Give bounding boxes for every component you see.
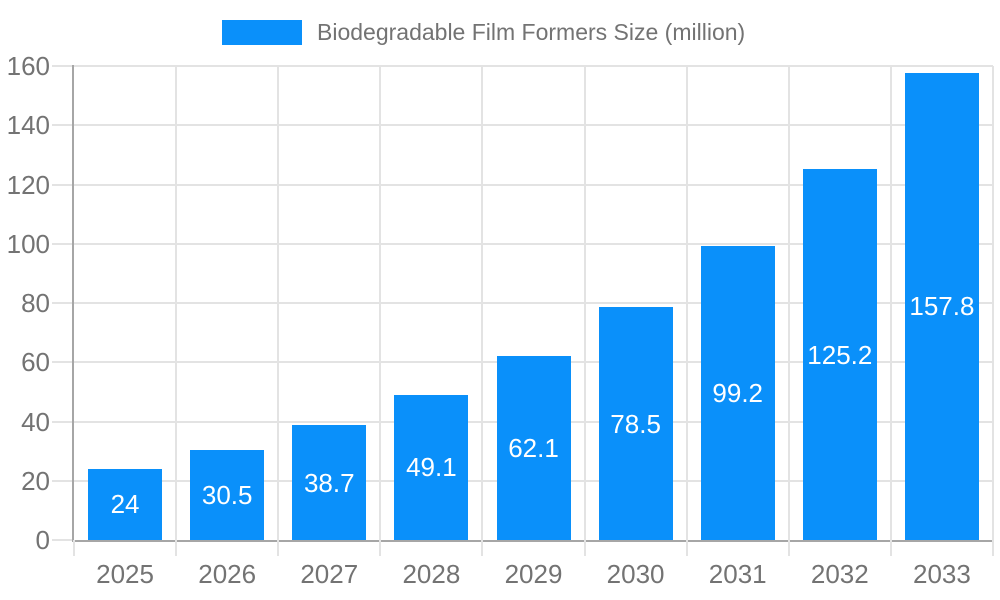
gridline-vertical — [992, 66, 994, 540]
y-axis-tick — [52, 539, 72, 541]
bar-value-label: 99.2 — [712, 378, 764, 409]
legend-swatch — [222, 20, 302, 45]
x-axis-tick-label: 2033 — [913, 559, 971, 589]
bar-value-label: 24 — [110, 489, 140, 520]
x-axis-tick — [889, 540, 892, 556]
y-axis-tick — [52, 65, 72, 67]
y-axis-tick-label: 60 — [21, 347, 50, 378]
x-axis-tick — [992, 540, 994, 556]
y-axis-tick-label: 100 — [6, 228, 50, 259]
x-axis-tick-label: 2028 — [402, 559, 461, 589]
gridline-vertical — [379, 66, 382, 540]
bar-value-label: 49.1 — [406, 452, 457, 483]
x-axis-tick-label: 2032 — [810, 559, 869, 589]
y-axis-tick — [52, 479, 72, 482]
gridline-vertical — [787, 66, 790, 540]
bar-value-label: 157.8 — [909, 291, 975, 322]
bar-2027[interactable] — [292, 425, 367, 540]
x-axis-tick — [787, 540, 790, 556]
gridline-horizontal — [74, 183, 993, 186]
gridline-horizontal — [74, 65, 993, 67]
y-axis-tick-label: 120 — [6, 169, 50, 200]
x-axis-tick — [175, 540, 178, 556]
x-axis-tick-label: 2027 — [300, 559, 359, 589]
bar-2030[interactable] — [598, 307, 673, 540]
gridline-horizontal — [74, 242, 993, 245]
y-axis-tick — [52, 420, 72, 423]
bar-2031[interactable] — [700, 246, 775, 540]
gridline-vertical — [277, 66, 280, 540]
x-axis-tick — [685, 540, 688, 556]
y-axis-tick-label: 0 — [35, 525, 50, 555]
y-axis-tick — [52, 302, 72, 304]
x-axis-tick — [277, 540, 280, 556]
y-axis-line — [72, 65, 74, 542]
bar-2025[interactable] — [88, 468, 163, 540]
x-axis-tick-label: 2026 — [198, 559, 257, 589]
x-axis-tick — [73, 540, 75, 556]
bar-value-label: 30.5 — [201, 479, 253, 510]
bar-value-label: 78.5 — [610, 408, 661, 439]
gridline-vertical — [481, 66, 484, 540]
gridline-horizontal — [74, 124, 993, 127]
y-axis-tick — [52, 124, 72, 127]
x-axis-tick-label: 2025 — [96, 559, 154, 589]
x-axis-tick — [583, 540, 586, 556]
x-axis-tick-label: 2031 — [708, 559, 767, 589]
x-axis-line — [72, 540, 994, 542]
x-axis-tick-label: 2029 — [504, 559, 563, 589]
y-axis-tick-label: 20 — [21, 465, 50, 496]
bar-value-label: 125.2 — [807, 339, 873, 370]
gridline-vertical — [175, 66, 178, 540]
x-axis-tick — [379, 540, 382, 556]
bar-2033[interactable] — [904, 72, 979, 540]
bar-2026[interactable] — [190, 449, 265, 540]
gridline-horizontal — [74, 302, 993, 304]
bar-value-label: 38.7 — [303, 467, 355, 498]
bar-value-label: 62.1 — [508, 433, 559, 463]
x-axis-tick — [481, 540, 484, 556]
legend-item[interactable]: Biodegradable Film Formers Size (million… — [222, 18, 745, 47]
bar-2032[interactable] — [802, 169, 877, 540]
x-axis-tick-label: 2030 — [606, 559, 665, 589]
y-axis-tick — [52, 242, 72, 245]
gridline-vertical — [685, 66, 688, 540]
gridline-vertical — [889, 66, 892, 540]
legend-label: Biodegradable Film Formers Size (million… — [317, 19, 746, 45]
bar-2028[interactable] — [394, 394, 469, 540]
plot-area: 24 30.5 38.7 49.1 62.1 78.5 99.2 125.2 157.8 — [74, 65, 994, 540]
gridline-vertical — [583, 66, 586, 540]
y-axis-tick — [52, 183, 72, 186]
y-axis-tick-label: 160 — [6, 51, 50, 81]
y-axis-tick-label: 80 — [21, 288, 50, 318]
y-axis-tick — [52, 361, 72, 364]
y-axis-tick-label: 40 — [21, 406, 50, 437]
y-axis-tick-label: 140 — [6, 110, 50, 141]
bar-2029[interactable] — [496, 356, 571, 540]
